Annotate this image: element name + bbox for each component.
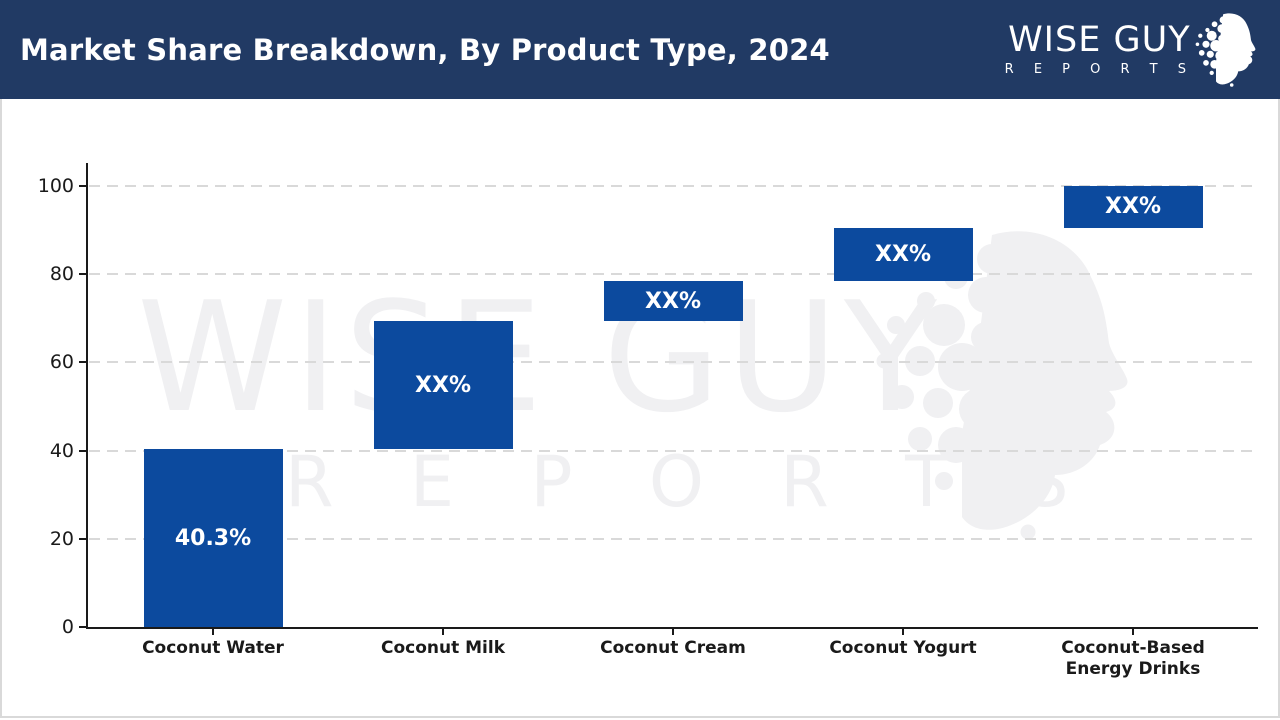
gridline-100: [89, 185, 1257, 187]
gridline-80: [89, 273, 1257, 276]
watermark-word1: WISE GUY: [137, 269, 943, 446]
x-tickmark-coconut-cream: [672, 629, 674, 635]
bar-value-label-coconut-milk: XX%: [415, 372, 471, 398]
bar-value-label-coconut-yogurt: XX%: [875, 242, 931, 268]
bar-coconut-yogurt: XX%: [833, 227, 973, 282]
bar-coconut-water: 40.3%: [143, 449, 283, 627]
x-tick-label-coconut-water: Coconut Water: [142, 638, 284, 658]
x-tickmark-coconut-based-energy-drinks: [1132, 629, 1134, 635]
gridline-20: [89, 537, 1257, 540]
y-tick-label-40: 40: [49, 439, 74, 462]
gridline-60: [89, 361, 1257, 364]
x-tick-label-coconut-milk: Coconut Milk: [380, 638, 506, 658]
y-tick-label-60: 60: [49, 351, 74, 374]
header-bar: Market Share Breakdown, By Product Type,…: [0, 0, 1280, 99]
chart-canvas: WISE GUY R E P O R T S 0 20 40 60 80 100 40.3%…: [0, 99, 1280, 718]
y-tickmark-80: [79, 273, 86, 276]
y-tickmark-60: [79, 361, 86, 364]
y-tickmark-100: [79, 185, 86, 187]
y-tick-label-0: 0: [61, 616, 74, 638]
x-tickmark-coconut-yogurt: [902, 629, 904, 635]
bar-value-label-coconut-water: 40.3%: [174, 525, 252, 551]
logo-name: WISE GUY: [1008, 19, 1191, 60]
bar-coconut-milk: XX%: [373, 320, 513, 450]
bar-coconut-based-energy-drinks: XX%: [1063, 186, 1203, 228]
x-tickmark-coconut-water: [212, 629, 214, 635]
bar-value-label-coconut-cream: XX%: [645, 288, 701, 314]
y-tick-label-80: 80: [49, 263, 74, 286]
bar-value-label-coconut-based-energy-drinks: XX%: [1105, 194, 1161, 220]
x-tickmark-coconut-milk: [442, 629, 444, 635]
x-tick-label-coconut-yogurt: Coconut Yogurt: [829, 638, 977, 658]
logo-text: WISE GUY R E P O R T S: [1004, 19, 1194, 77]
x-tick-label-coconut-cream: Coconut Cream: [600, 638, 746, 658]
bar-coconut-cream: XX%: [603, 281, 743, 321]
logo-tagline: R E P O R T S: [1004, 61, 1194, 77]
y-tickmark-40: [79, 449, 86, 452]
y-tick-label-100: 100: [37, 175, 74, 197]
gridline-40: [89, 449, 1257, 452]
wise-guy-logo: WISE GUY R E P O R T S: [1005, 10, 1262, 90]
page-title: Market Share Breakdown, By Product Type,…: [20, 32, 830, 67]
y-axis-line: [86, 163, 88, 629]
x-tick-label-coconut-based-energy-drinks: Coconut-Based Energy Drinks: [1061, 638, 1205, 679]
x-axis-line: [86, 627, 1258, 629]
head-logo-icon: [1190, 10, 1262, 90]
plot-area: 0 20 40 60 80 100 40.3% Coconut Water XX% Coconut…: [2, 99, 1278, 716]
y-tickmark-20: [79, 537, 86, 540]
y-tick-label-20: 20: [49, 527, 74, 550]
watermark-layer: WISE GUY R E P O R T S: [2, 99, 1278, 716]
y-tickmark-0: [79, 626, 86, 628]
